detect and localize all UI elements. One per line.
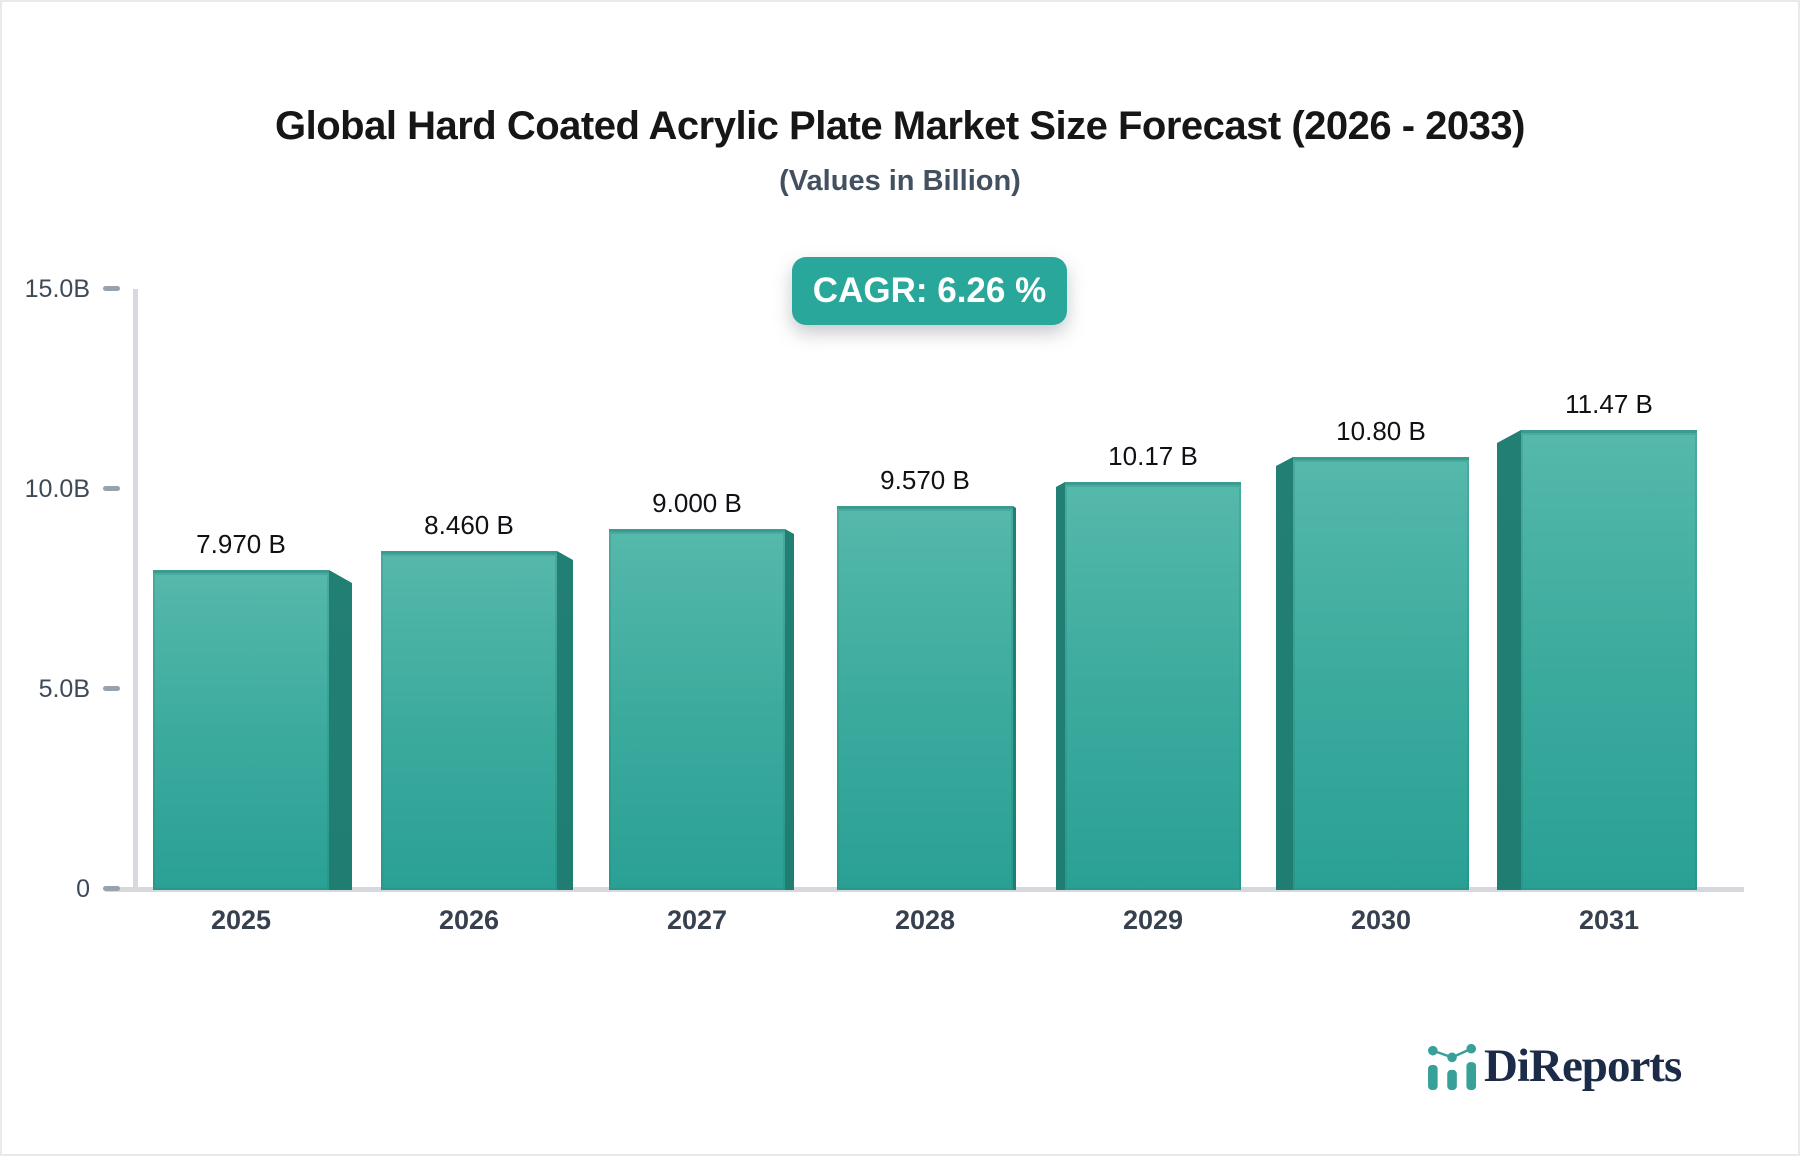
bar-side-face [1013,506,1016,890]
bar-value-label: 7.970 B [196,529,286,559]
cagr-badge: CAGR: 6.26 % [792,257,1067,325]
x-category-label: 2027 [666,905,728,935]
chart-subtitle: (Values in Billion) [779,165,1021,197]
bar-side-face [1497,430,1521,890]
y-tick-label: 0 [76,875,90,903]
bar-2028 [837,506,1013,890]
direports-logo-text: DiReports [1484,1040,1682,1092]
y-tick-dash [103,886,120,891]
bar-side-face [785,529,794,890]
x-category-label: 2031 [1578,905,1640,935]
bar-side-face [329,570,352,890]
x-category-label: 2025 [210,905,272,935]
y-tick-label: 5.0B [38,675,90,703]
bar-2026 [381,551,557,890]
chart-title: Global Hard Coated Acrylic Plate Market … [275,104,1525,148]
bar-value-label: 11.47 B [1565,389,1653,419]
y-tick-dash [103,486,120,491]
y-tick-label: 15.0B [24,275,90,303]
bar-value-label: 9.000 B [652,488,742,518]
bar-value-label: 10.80 B [1336,416,1426,446]
y-tick-dash [103,286,120,291]
bar-side-face [1276,457,1293,890]
direports-logo: DiReports [1426,1038,1682,1094]
bar-2031 [1521,430,1697,890]
x-category-label: 2028 [894,905,956,935]
bar-2029 [1065,482,1241,890]
bar-2030 [1293,457,1469,890]
y-axis-line [133,289,138,889]
y-tick-label: 10.0B [24,475,90,503]
x-category-label: 2026 [438,905,500,935]
bar-value-label: 8.460 B [424,510,514,540]
x-category-label: 2030 [1350,905,1412,935]
direports-logo-icon [1428,1043,1477,1090]
bar-value-label: 9.570 B [880,465,970,495]
bar-2027 [609,529,785,890]
bar-side-face [1056,482,1065,890]
bar-side-face [557,551,573,890]
y-tick-dash [103,686,120,691]
bar-2025 [153,570,329,890]
x-category-label: 2029 [1122,905,1184,935]
bar-value-label: 10.17 B [1108,441,1198,471]
